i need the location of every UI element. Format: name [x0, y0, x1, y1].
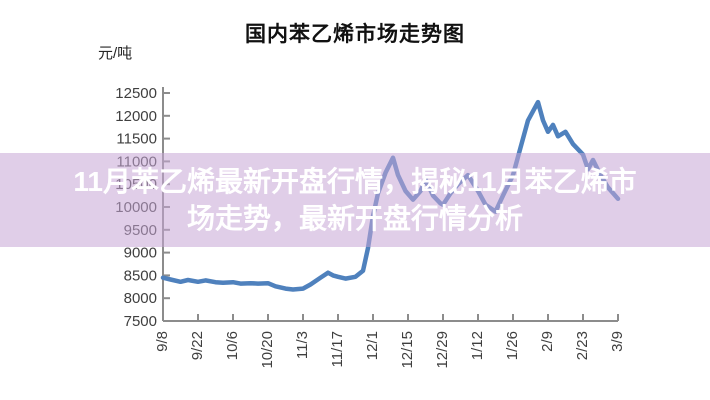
x-tick-label: 1/26: [504, 331, 521, 360]
x-tick-label: 10/20: [259, 331, 276, 369]
overlay-text-line1: 11月苯乙烯最新开盘行情，揭秘11月苯乙烯市: [73, 166, 637, 197]
y-tick-label: 7500: [124, 313, 157, 330]
x-tick-label: 9/8: [154, 331, 171, 352]
x-tick-label: 9/22: [189, 331, 206, 360]
x-tick-label: 11/3: [294, 331, 311, 359]
overlay-text-line2: 场走势，最新开盘行情分析: [186, 203, 523, 234]
y-tick-label: 12000: [115, 108, 157, 125]
x-tick-label: 2/23: [574, 331, 591, 360]
overlay-banner: 11月苯乙烯最新开盘行情，揭秘11月苯乙烯市 场走势，最新开盘行情分析: [0, 153, 710, 247]
chart-title: 国内苯乙烯市场走势图: [245, 23, 465, 46]
y-tick-label: 8000: [124, 290, 157, 307]
y-tick-label: 12500: [115, 85, 157, 102]
y-axis-unit-label: 元/吨: [98, 45, 133, 62]
x-tick-label: 12/15: [399, 331, 416, 369]
x-tick-label: 3/9: [609, 331, 626, 352]
x-tick-label: 2/9: [539, 331, 556, 352]
x-tick-label: 11/17: [329, 331, 346, 367]
x-tick-label: 10/6: [224, 331, 241, 360]
x-tick-label: 1/12: [469, 331, 486, 360]
y-tick-label: 11500: [116, 131, 157, 148]
y-tick-label: 8500: [124, 267, 157, 284]
x-tick-label: 12/1: [364, 331, 381, 360]
x-tick-label: 12/29: [434, 331, 451, 369]
x-axis-ticks: 9/8 9/22 10/6 10/20 11/3 11/17 12/1 12/15 12/29 1…: [154, 314, 626, 369]
y-tick-label: 9000: [124, 245, 157, 262]
